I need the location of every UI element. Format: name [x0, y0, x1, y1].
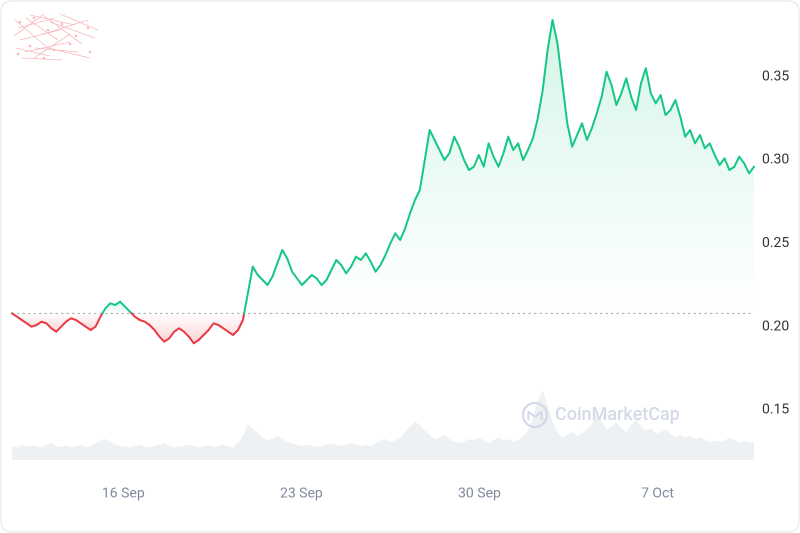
xaxis-tick-label: 7 Oct	[641, 486, 674, 502]
yaxis-tick-label: 0.25	[762, 235, 789, 251]
yaxis-tick-label: 0.20	[762, 318, 789, 334]
xaxis-tick-label: 30 Sep	[458, 486, 501, 502]
yaxis-tick-label: 0.30	[762, 152, 789, 168]
xaxis-tick-label: 16 Sep	[102, 486, 145, 502]
yaxis-tick-label: 0.35	[762, 68, 789, 84]
chart-svg: 0.15 0.20 0.25 0.30 0.35 16 Sep 23 Sep 30 Sep 7 …	[0, 0, 800, 533]
price-chart: 0.15 0.20 0.25 0.30 0.35 16 Sep 23 Sep 30 Sep 7 …	[0, 0, 800, 533]
decorative-overlay	[14, 14, 98, 60]
volume-area	[12, 390, 754, 460]
yaxis-tick-label: 0.15	[762, 402, 789, 418]
watermark-text: CoinMarketCap	[555, 404, 680, 425]
xaxis-tick-label: 23 Sep	[280, 486, 323, 502]
area-below	[132, 313, 245, 343]
